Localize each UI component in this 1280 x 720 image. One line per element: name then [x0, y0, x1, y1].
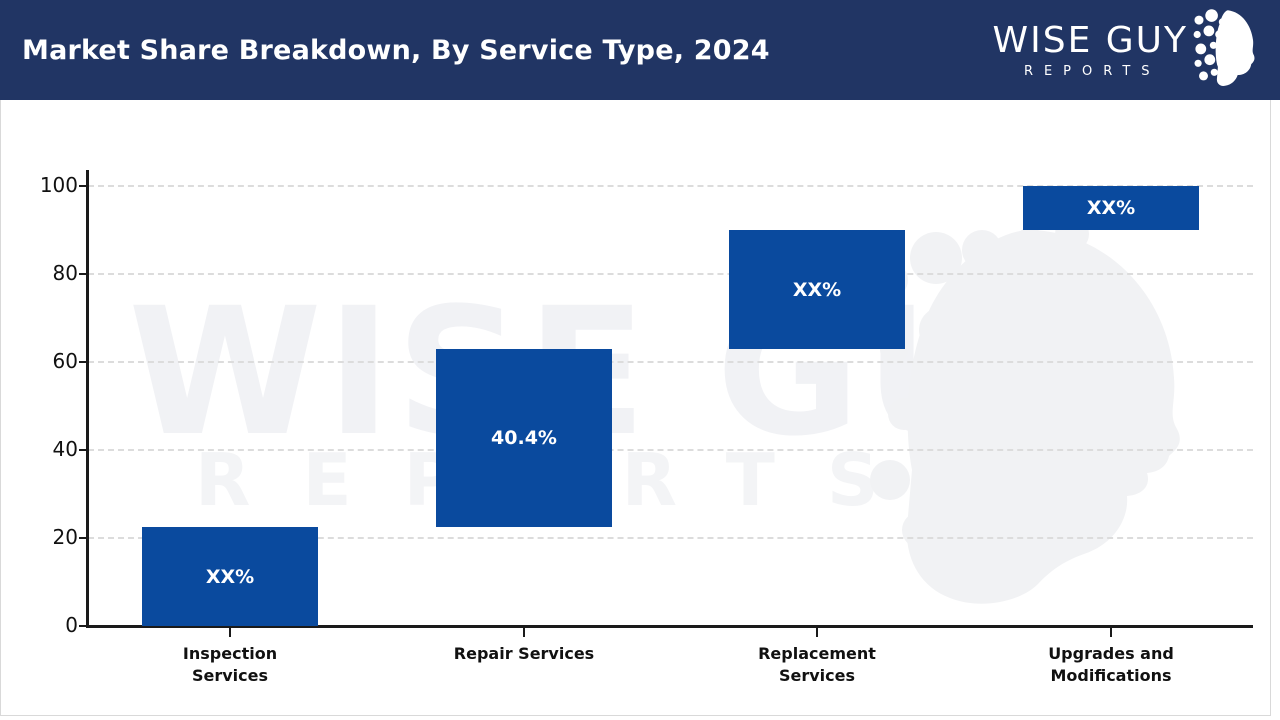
bar-value-label: XX%	[205, 565, 255, 588]
bar-3: XX%	[729, 230, 905, 350]
bar-4: XX%	[1023, 186, 1199, 230]
y-tick-label: 0	[65, 613, 78, 637]
brand-subtitle: REPORTS	[1023, 63, 1161, 79]
y-axis-line	[86, 170, 89, 627]
bar-value-label: XX%	[792, 278, 842, 301]
y-tick-label: 80	[52, 261, 78, 285]
bar-1: XX%	[142, 527, 318, 626]
y-tick-mark	[79, 185, 88, 187]
y-gridline	[88, 185, 1253, 187]
y-gridline	[88, 361, 1253, 363]
y-gridline	[88, 537, 1253, 539]
y-tick-label: 60	[52, 349, 78, 373]
brand-head-icon	[1190, 7, 1262, 93]
brand-logo-text: WISE GUY REPORTS	[992, 19, 1189, 79]
brand-name: WISE GUY	[992, 19, 1188, 61]
chart-canvas: WISE GUY REPORTS 020406080100XX%Inspecti…	[0, 100, 1280, 720]
y-tick-label: 100	[39, 173, 78, 197]
y-tick-mark	[79, 273, 88, 275]
category-label: Replacement Services	[758, 644, 876, 685]
category-label: Repair Services	[453, 644, 595, 663]
y-tick-label: 40	[52, 437, 78, 461]
y-tick-mark	[79, 537, 88, 539]
y-gridline	[88, 273, 1253, 275]
brand-logo: WISE GUY REPORTS	[993, 7, 1263, 93]
x-tick-mark	[816, 627, 818, 637]
x-tick-mark	[229, 627, 231, 637]
bar-value-label: 40.4%	[491, 427, 557, 450]
x-axis-line	[86, 624, 1253, 628]
category-label: Upgrades and Modifications	[1048, 644, 1174, 685]
category-label: Inspection Services	[182, 644, 278, 685]
page-title: Market Share Breakdown, By Service Type,…	[22, 34, 770, 66]
x-tick-mark	[523, 627, 525, 637]
header-banner: Market Share Breakdown, By Service Type,…	[0, 0, 1280, 100]
bar-2: 40.4%	[436, 349, 612, 527]
watermark-head-icon	[860, 217, 1280, 622]
bar-value-label: XX%	[1086, 197, 1136, 219]
y-tick-mark	[79, 625, 88, 627]
y-tick-label: 20	[52, 525, 78, 549]
y-tick-mark	[79, 449, 88, 451]
y-tick-mark	[79, 361, 88, 363]
y-gridline	[88, 449, 1253, 451]
x-tick-mark	[1110, 627, 1112, 637]
